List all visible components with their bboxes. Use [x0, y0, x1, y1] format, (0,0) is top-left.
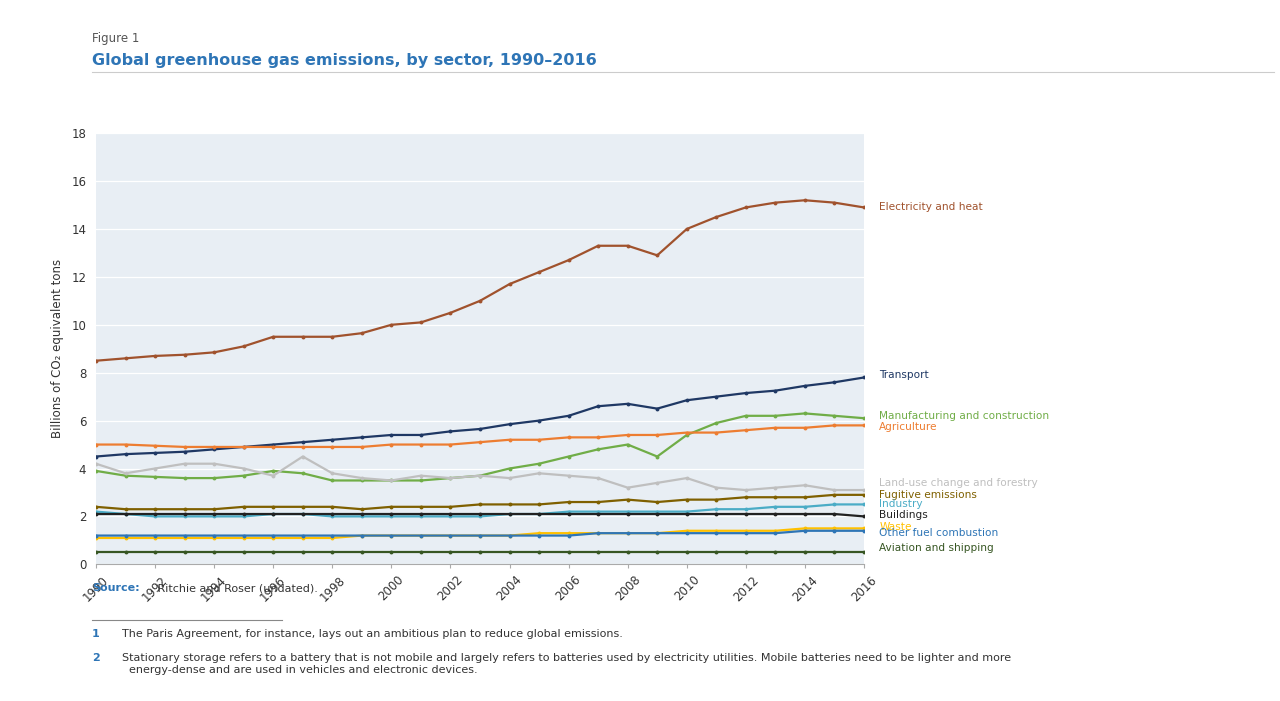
- Text: Fugitive emissions: Fugitive emissions: [879, 490, 977, 500]
- Text: 1: 1: [92, 629, 100, 639]
- Text: Global greenhouse gas emissions, by sector, 1990–2016: Global greenhouse gas emissions, by sect…: [92, 53, 596, 67]
- Text: Other fuel combustion: Other fuel combustion: [879, 528, 998, 538]
- Text: Electricity and heat: Electricity and heat: [879, 203, 983, 212]
- Text: Agriculture: Agriculture: [879, 421, 938, 432]
- Text: Waste: Waste: [879, 522, 911, 532]
- Text: Industry: Industry: [879, 499, 923, 510]
- Text: Land-use change and forestry: Land-use change and forestry: [879, 478, 1038, 488]
- Y-axis label: Billions of CO₂ equivalent tons: Billions of CO₂ equivalent tons: [51, 259, 64, 438]
- Text: 2: 2: [92, 653, 100, 663]
- Text: Buildings: Buildings: [879, 510, 928, 520]
- Text: Stationary storage refers to a battery that is not mobile and largely refers to : Stationary storage refers to a battery t…: [115, 653, 1011, 675]
- Text: Source:: Source:: [92, 583, 140, 593]
- Text: The Paris Agreement, for instance, lays out an ambitious plan to reduce global e: The Paris Agreement, for instance, lays …: [115, 629, 623, 639]
- Text: Ritchie and Roser (undated).: Ritchie and Roser (undated).: [154, 583, 317, 593]
- Text: Manufacturing and construction: Manufacturing and construction: [879, 411, 1050, 421]
- Text: Aviation and shipping: Aviation and shipping: [879, 543, 995, 552]
- Text: Figure 1: Figure 1: [92, 32, 140, 45]
- Text: Transport: Transport: [879, 370, 929, 380]
